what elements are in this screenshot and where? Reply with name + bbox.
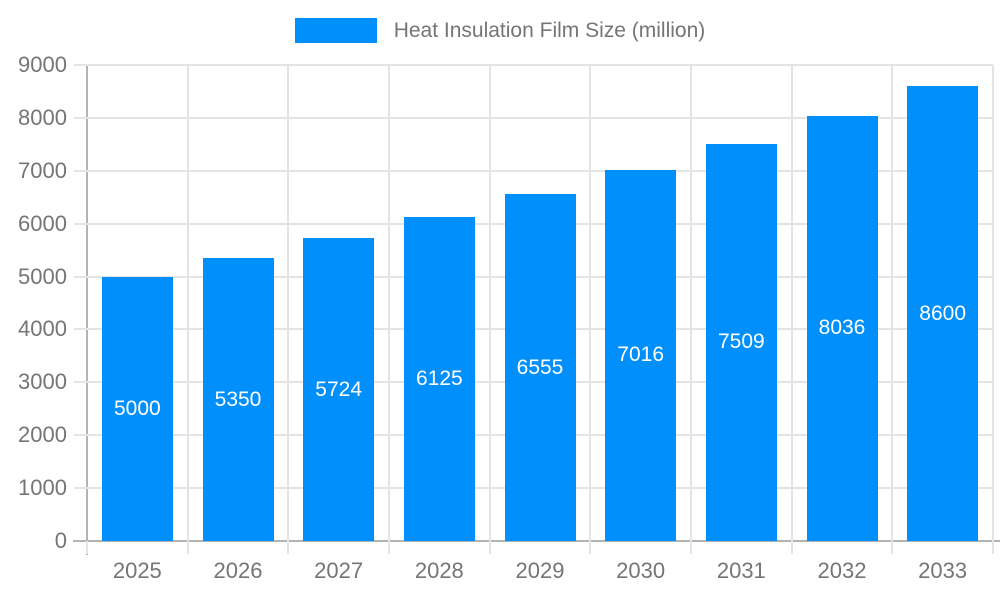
x-axis-tick xyxy=(388,541,390,554)
x-axis-tick-label: 2032 xyxy=(817,558,867,583)
bar-value-label: 7509 xyxy=(717,330,765,354)
legend-color-swatch-icon xyxy=(294,18,377,43)
v-gridline xyxy=(187,65,189,541)
y-axis-tick xyxy=(74,222,87,225)
x-axis-tick-label: 2025 xyxy=(112,558,162,583)
x-axis-tick xyxy=(489,541,491,554)
y-axis-tick-label: 5000 xyxy=(18,263,67,289)
h-gridline xyxy=(87,169,993,172)
legend[interactable]: Heat Insulation Film Size (million) xyxy=(0,18,1000,43)
bar[interactable]: 5000 xyxy=(101,276,173,541)
y-axis-tick xyxy=(74,116,87,119)
x-axis-tick xyxy=(891,541,893,554)
y-axis-tick-label: 6000 xyxy=(18,210,67,236)
bar[interactable]: 6125 xyxy=(403,217,475,541)
y-axis-tick-label: 2000 xyxy=(18,422,67,448)
y-axis-tick-label: 3000 xyxy=(18,369,67,395)
bar-value-label: 5724 xyxy=(315,377,363,401)
bar[interactable]: 8600 xyxy=(907,86,979,541)
bar-value-label: 5000 xyxy=(113,396,161,420)
x-axis-tick-label: 2030 xyxy=(616,558,666,583)
bar[interactable]: 5350 xyxy=(202,258,274,541)
y-axis-tick xyxy=(74,64,87,66)
bar[interactable]: 5724 xyxy=(303,238,375,541)
y-axis-tick xyxy=(74,275,87,278)
bar-value-label: 6125 xyxy=(415,367,463,391)
legend-label: Heat Insulation Film Size (million) xyxy=(393,19,706,42)
h-gridline xyxy=(87,116,993,119)
bar-value-label: 6555 xyxy=(516,355,564,379)
v-gridline xyxy=(891,65,893,541)
x-axis-tick xyxy=(690,541,692,554)
x-axis-tick-label: 2031 xyxy=(716,558,766,583)
bar-value-label: 8600 xyxy=(919,301,967,325)
v-gridline xyxy=(791,65,793,541)
y-axis-tick-label: 9000 xyxy=(18,52,67,77)
y-axis-tick xyxy=(74,328,87,331)
h-gridline xyxy=(87,64,993,66)
y-axis-tick-label: 4000 xyxy=(18,316,67,342)
x-axis-line xyxy=(73,540,1000,542)
x-axis-tick-label: 2026 xyxy=(213,558,263,583)
bar[interactable]: 8036 xyxy=(806,115,878,541)
x-axis-tick-label: 2029 xyxy=(515,558,565,583)
y-axis-tick xyxy=(74,487,87,490)
x-axis-tick xyxy=(287,541,289,554)
v-gridline xyxy=(388,65,390,541)
v-gridline xyxy=(589,65,591,541)
y-axis-tick xyxy=(74,434,87,437)
v-gridline xyxy=(287,65,289,541)
x-axis-tick-label: 2033 xyxy=(918,558,968,583)
plot-area: 0 1000 2000 3000 4000 5000 6000 7000 8000 9000 500… xyxy=(18,52,1000,583)
y-axis-tick-label: 8000 xyxy=(18,104,67,130)
y-axis-tick-label: 0 xyxy=(54,528,67,553)
bar[interactable]: 6555 xyxy=(504,194,576,541)
x-axis-tick xyxy=(992,541,994,554)
y-axis-line xyxy=(86,65,88,555)
bar-value-label: 7016 xyxy=(617,343,665,367)
v-gridline xyxy=(992,65,994,541)
bar-value-label: 8036 xyxy=(818,316,866,340)
y-axis-tick xyxy=(74,381,87,384)
v-gridline xyxy=(690,65,692,541)
y-axis-tick-label: 7000 xyxy=(18,157,67,183)
v-gridline xyxy=(489,65,491,541)
bar[interactable]: 7016 xyxy=(605,169,677,541)
y-axis-tick-label: 1000 xyxy=(18,475,67,501)
x-axis-tick xyxy=(86,541,88,554)
bar[interactable]: 7509 xyxy=(705,143,777,541)
x-axis-tick xyxy=(589,541,591,554)
y-axis-tick xyxy=(74,169,87,172)
x-axis-tick xyxy=(791,541,793,554)
x-axis-tick-label: 2027 xyxy=(314,558,364,583)
x-axis-tick-label: 2028 xyxy=(414,558,464,583)
x-axis-tick xyxy=(187,541,189,554)
bar-value-label: 5350 xyxy=(214,387,262,411)
